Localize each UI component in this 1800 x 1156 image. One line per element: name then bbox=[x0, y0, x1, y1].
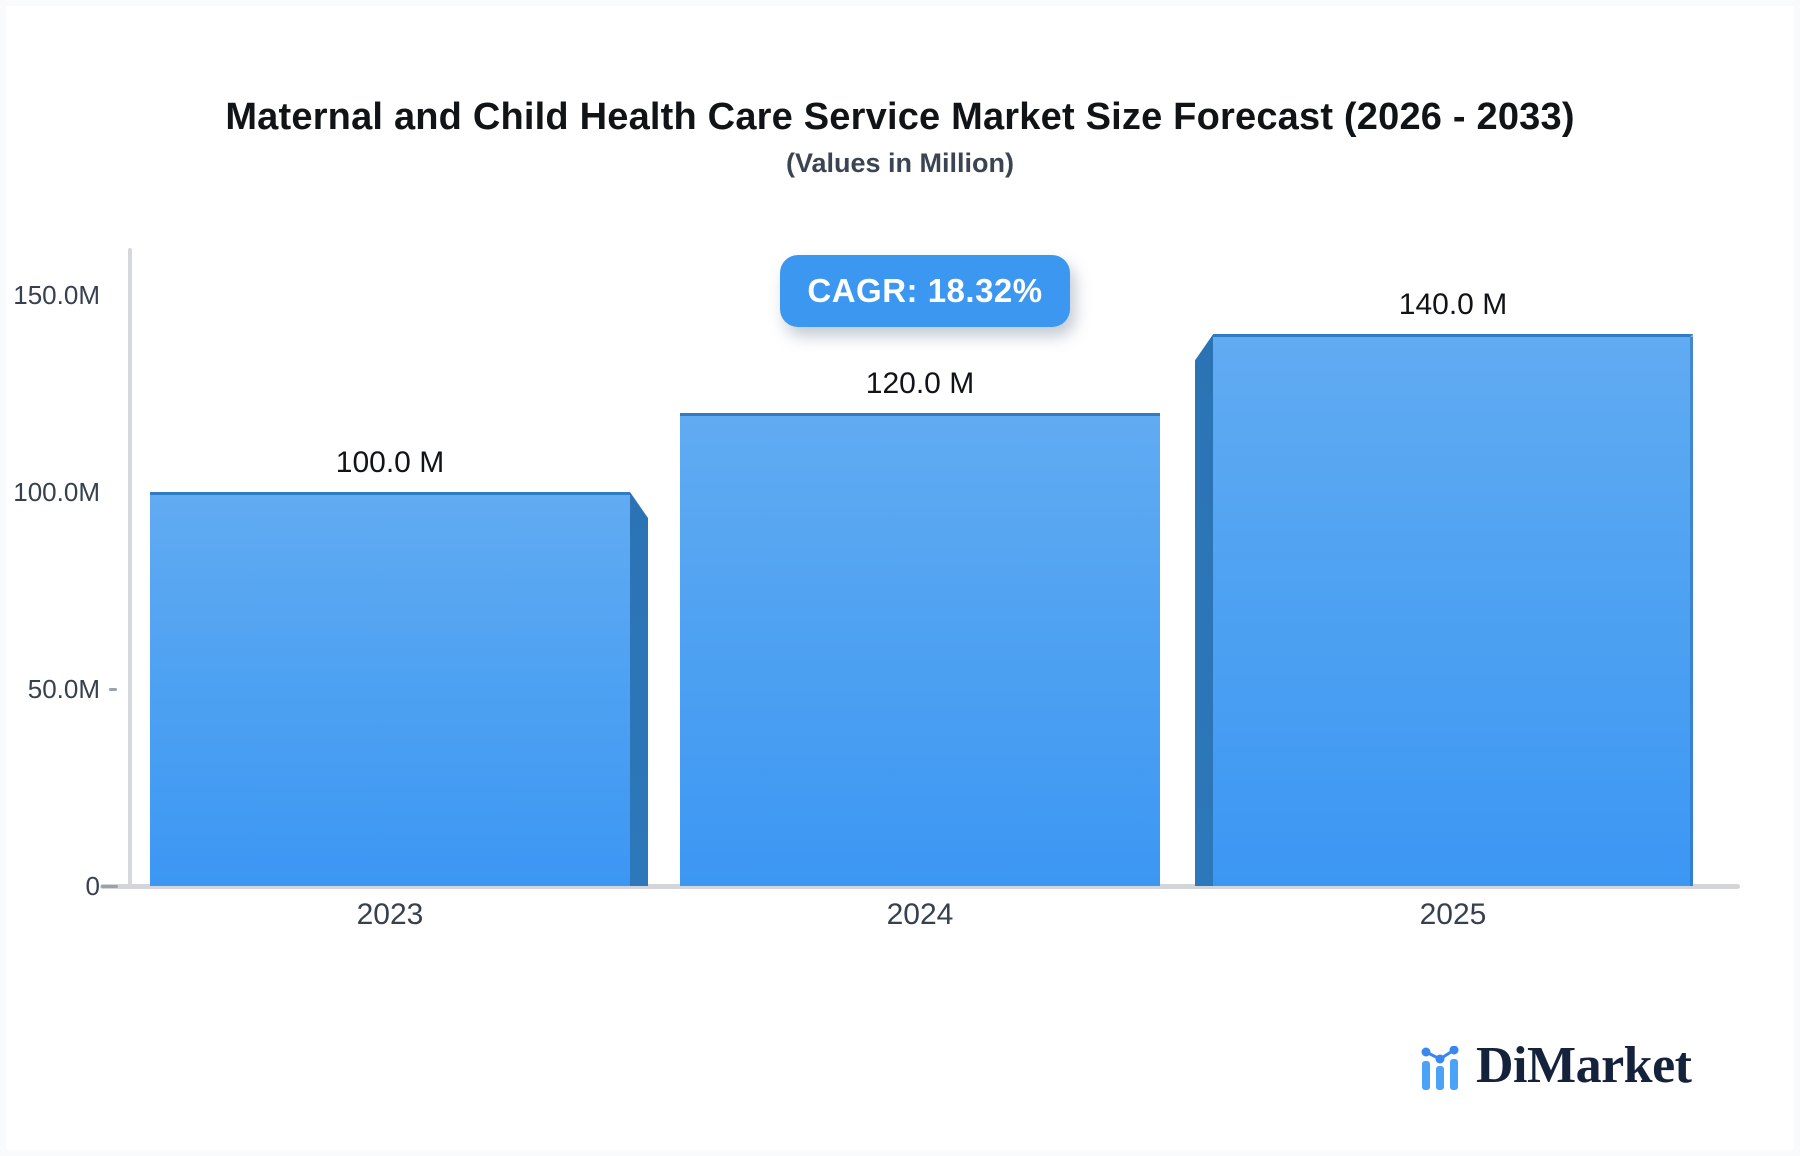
y-tick-mark bbox=[101, 885, 118, 888]
x-axis-baseline bbox=[100, 884, 1740, 889]
y-tick-label: 150.0M bbox=[13, 280, 100, 310]
bar-3d-side bbox=[1195, 334, 1213, 886]
y-axis-line bbox=[128, 248, 132, 889]
brand-logo: DiMarket bbox=[1420, 1037, 1692, 1094]
bar-2023 bbox=[150, 492, 630, 886]
brand-logo-text: DiMarket bbox=[1476, 1037, 1692, 1094]
bar-value-label: 120.0 M bbox=[865, 367, 975, 401]
bar-3d-side bbox=[630, 492, 648, 886]
cagr-badge: CAGR: 18.32% bbox=[780, 255, 1070, 327]
y-tick-label: 0 bbox=[85, 871, 100, 901]
y-tick-mark bbox=[109, 688, 117, 691]
y-tick-label: 100.0M bbox=[13, 477, 100, 507]
chart-title: Maternal and Child Health Care Service M… bbox=[225, 96, 1575, 138]
bar-2024 bbox=[680, 413, 1160, 886]
bar-value-label: 100.0 M bbox=[335, 446, 445, 479]
x-axis-label-2025: 2025 bbox=[1419, 898, 1487, 931]
x-axis-label-2023: 2023 bbox=[356, 898, 424, 931]
brand-logo-icon bbox=[1421, 1046, 1459, 1090]
x-axis-label-2024: 2024 bbox=[886, 898, 954, 931]
chart-subtitle: (Values in Million) bbox=[785, 148, 1015, 178]
bar-2025 bbox=[1213, 334, 1693, 886]
y-tick-label: 50.0M bbox=[27, 674, 100, 704]
bar-value-label: 140.0 M bbox=[1398, 288, 1508, 322]
